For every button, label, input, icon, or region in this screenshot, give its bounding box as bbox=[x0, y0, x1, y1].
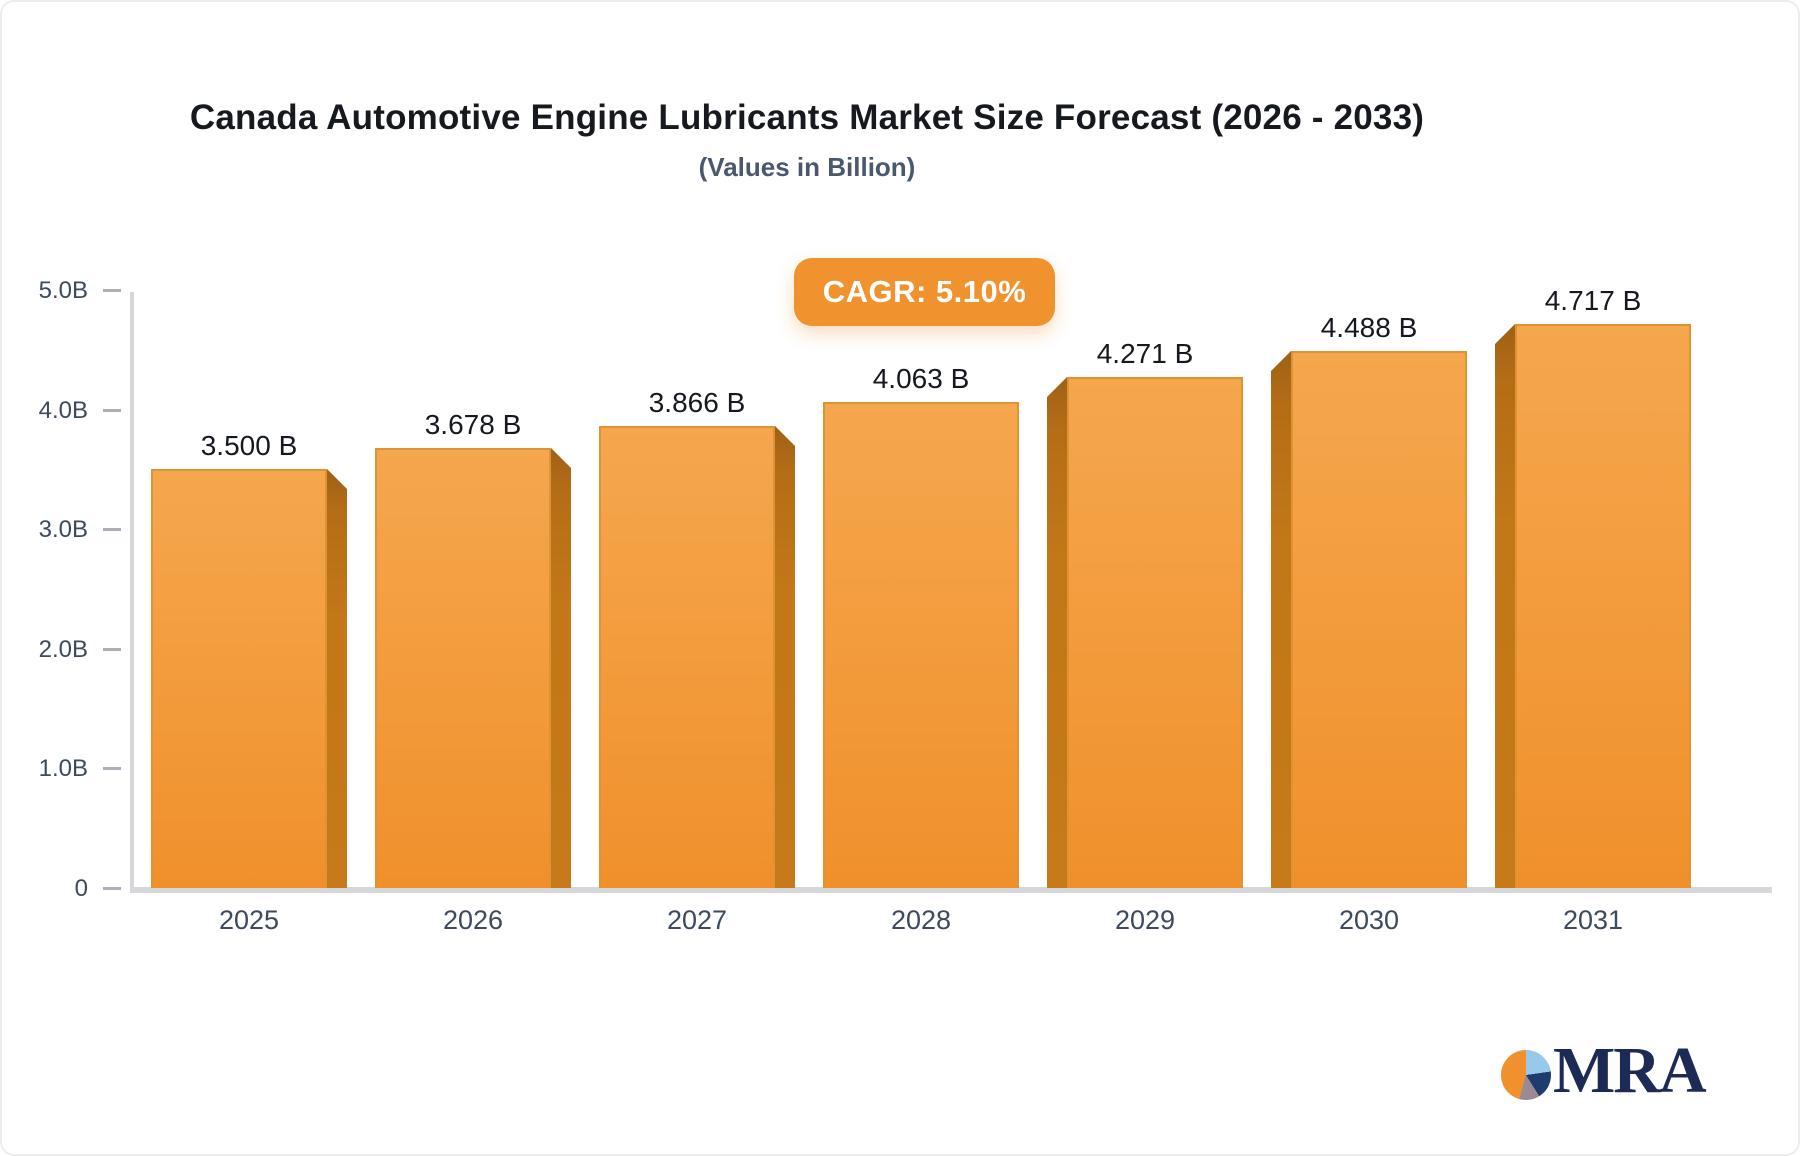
bar-value-label: 4.271 B bbox=[1096, 338, 1194, 369]
bar-face bbox=[1067, 377, 1243, 888]
bar-face bbox=[375, 448, 551, 888]
y-tick-label: 4.0B bbox=[38, 397, 88, 424]
bar-2025: 3.500 B bbox=[151, 430, 347, 888]
bar-value-label: 3.866 B bbox=[648, 387, 746, 418]
bar-value-label: 4.063 B bbox=[872, 363, 970, 394]
bar-2027: 3.866 B bbox=[599, 387, 795, 888]
y-tick-dash bbox=[103, 289, 121, 292]
bar-2031: 4.717 B bbox=[1495, 285, 1691, 888]
x-axis-line bbox=[130, 887, 1772, 893]
bar-face bbox=[1291, 351, 1467, 888]
y-tick-label: 0 bbox=[74, 875, 88, 902]
pie-chart-logo-icon bbox=[1501, 1050, 1551, 1100]
cagr-badge: CAGR: 5.10% bbox=[794, 258, 1055, 326]
bar-value-label: 3.678 B bbox=[424, 409, 522, 440]
x-axis-label: 2027 bbox=[666, 905, 728, 935]
bar-2026: 3.678 B bbox=[375, 409, 571, 888]
x-axis-label: 2030 bbox=[1338, 905, 1400, 935]
x-axis-label: 2031 bbox=[1562, 905, 1624, 935]
y-tick-dash bbox=[103, 767, 121, 770]
bar-3d-side bbox=[775, 426, 795, 888]
x-axis-label: 2025 bbox=[218, 905, 280, 935]
y-tick-label: 3.0B bbox=[38, 516, 88, 543]
y-axis-line bbox=[130, 292, 134, 889]
y-tick-label: 1.0B bbox=[38, 755, 88, 782]
bar-value-label: 4.488 B bbox=[1320, 312, 1418, 343]
y-tick-dash bbox=[103, 887, 121, 890]
bar-value-label: 3.500 B bbox=[200, 430, 298, 461]
y-tick-dash bbox=[103, 528, 121, 531]
bar-3d-side bbox=[1271, 351, 1291, 888]
brand-logo: MRA bbox=[1501, 1034, 1707, 1107]
y-tick-label: 5.0B bbox=[38, 277, 88, 304]
cagr-badge-label: CAGR: 5.10% bbox=[822, 274, 1027, 309]
chart-subtitle: (Values in Billion) bbox=[698, 152, 916, 182]
bar-3d-side bbox=[1495, 324, 1515, 888]
y-tick-dash bbox=[103, 409, 121, 412]
chart-title: Canada Automotive Engine Lubricants Mark… bbox=[189, 98, 1425, 137]
bar-2029: 4.271 B bbox=[1047, 338, 1243, 888]
x-axis-label: 2029 bbox=[1114, 905, 1176, 935]
x-axis-label: 2026 bbox=[442, 905, 504, 935]
x-axis-label: 2028 bbox=[890, 905, 952, 935]
y-tick-label: 2.0B bbox=[38, 636, 88, 663]
bar-face bbox=[151, 469, 327, 888]
bar-2030: 4.488 B bbox=[1271, 312, 1467, 888]
bar-3d-side bbox=[1047, 377, 1067, 888]
bar-3d-side bbox=[327, 469, 347, 888]
bar-face bbox=[599, 426, 775, 888]
bar-3d-side bbox=[551, 448, 571, 888]
brand-logo-text: MRA bbox=[1553, 1034, 1707, 1107]
bar-2028: 4.063 B bbox=[823, 363, 1019, 888]
bar-face bbox=[1515, 324, 1691, 888]
bar-value-label: 4.717 B bbox=[1544, 285, 1642, 316]
y-tick-dash bbox=[103, 648, 121, 651]
bar-face bbox=[823, 402, 1019, 888]
